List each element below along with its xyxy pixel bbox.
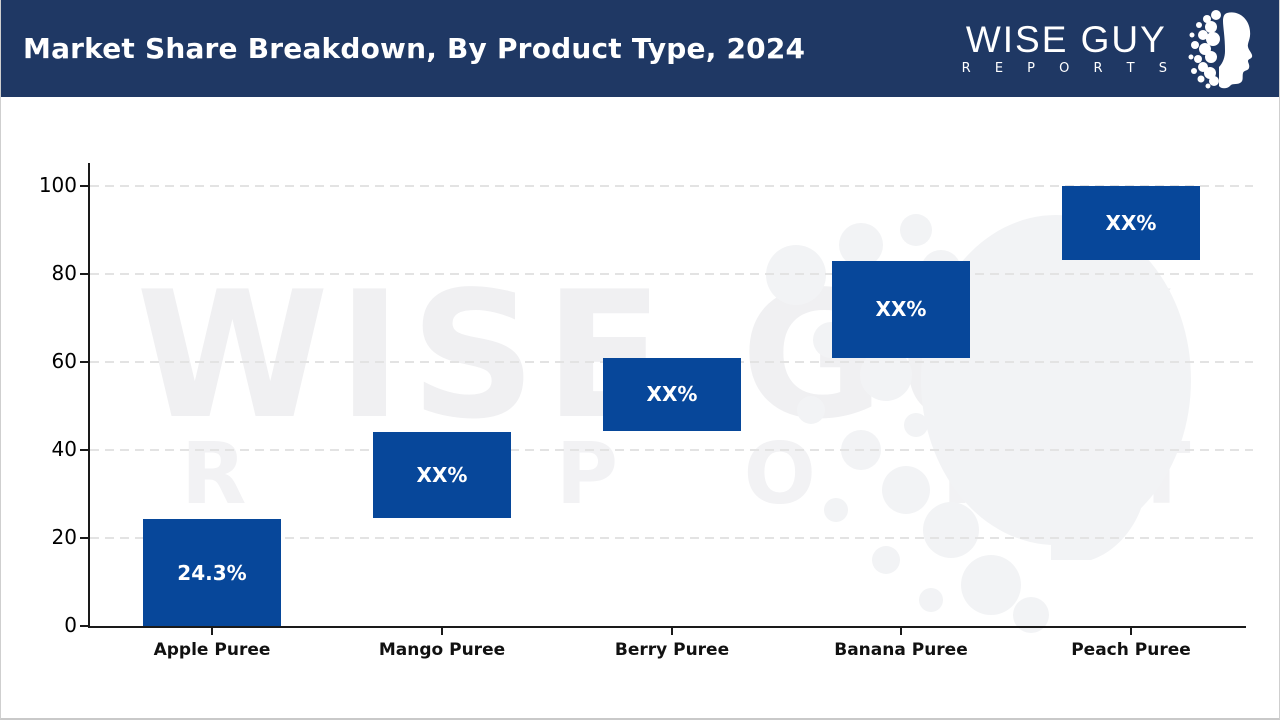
bar-mango-puree: XX% <box>373 431 511 519</box>
y-tick-label-40: 40 <box>51 437 77 461</box>
y-tick-label-100: 100 <box>38 173 77 197</box>
watermark-head-icon <box>701 200 1221 644</box>
y-tick-mark-60 <box>80 361 88 363</box>
x-tick-mark <box>671 628 673 635</box>
y-tick-label-0: 0 <box>64 613 77 637</box>
bar-berry-puree: XX% <box>603 357 741 431</box>
bar-value-label: XX% <box>416 462 468 487</box>
y-tick-label-60: 60 <box>51 349 77 373</box>
x-tick-mark <box>441 628 443 635</box>
x-tick-mark <box>211 628 213 635</box>
header-bar: Market Share Breakdown, By Product Type,… <box>1 0 1279 97</box>
bar-apple-puree: 24.3% <box>143 519 281 626</box>
brand-wordmark: WISE GUY R E P O R T S <box>956 21 1177 76</box>
chart-title: Market Share Breakdown, By Product Type,… <box>23 32 806 65</box>
x-tick-label-peach-puree: Peach Puree <box>1071 640 1191 660</box>
y-axis-line <box>88 163 90 627</box>
x-tick-label-apple-puree: Apple Puree <box>153 640 271 660</box>
x-tick-mark <box>1130 628 1132 635</box>
bar-value-label: 24.3% <box>177 560 247 585</box>
brand-subtitle: R E P O R T S <box>961 61 1177 76</box>
brand-name: WISE GUY <box>965 19 1167 60</box>
y-tick-mark-80 <box>80 273 88 275</box>
x-axis-line <box>88 626 1246 628</box>
x-tick-mark <box>900 628 902 635</box>
brand-logo: WISE GUY R E P O R T S <box>956 9 1255 89</box>
x-tick-label-banana-puree: Banana Puree <box>834 640 968 660</box>
bar-value-label: XX% <box>646 382 698 407</box>
y-gridline-20 <box>90 537 1253 539</box>
bar-value-label: XX% <box>1105 210 1157 235</box>
brand-head-icon <box>1183 9 1255 89</box>
y-tick-mark-40 <box>80 449 88 451</box>
x-tick-label-berry-puree: Berry Puree <box>614 640 730 660</box>
y-gridline-40 <box>90 449 1253 451</box>
y-gridline-80 <box>90 273 1253 275</box>
bar-banana-puree: XX% <box>832 260 970 358</box>
y-tick-mark-100 <box>80 185 88 187</box>
x-tick-label-mango-puree: Mango Puree <box>378 640 506 660</box>
bar-peach-puree: XX% <box>1062 186 1200 260</box>
y-tick-label-80: 80 <box>51 261 77 285</box>
y-gridline-100 <box>90 185 1253 187</box>
bar-value-label: XX% <box>875 297 927 322</box>
y-tick-mark-0 <box>80 625 88 627</box>
y-tick-mark-20 <box>80 537 88 539</box>
y-tick-label-20: 20 <box>51 525 77 549</box>
